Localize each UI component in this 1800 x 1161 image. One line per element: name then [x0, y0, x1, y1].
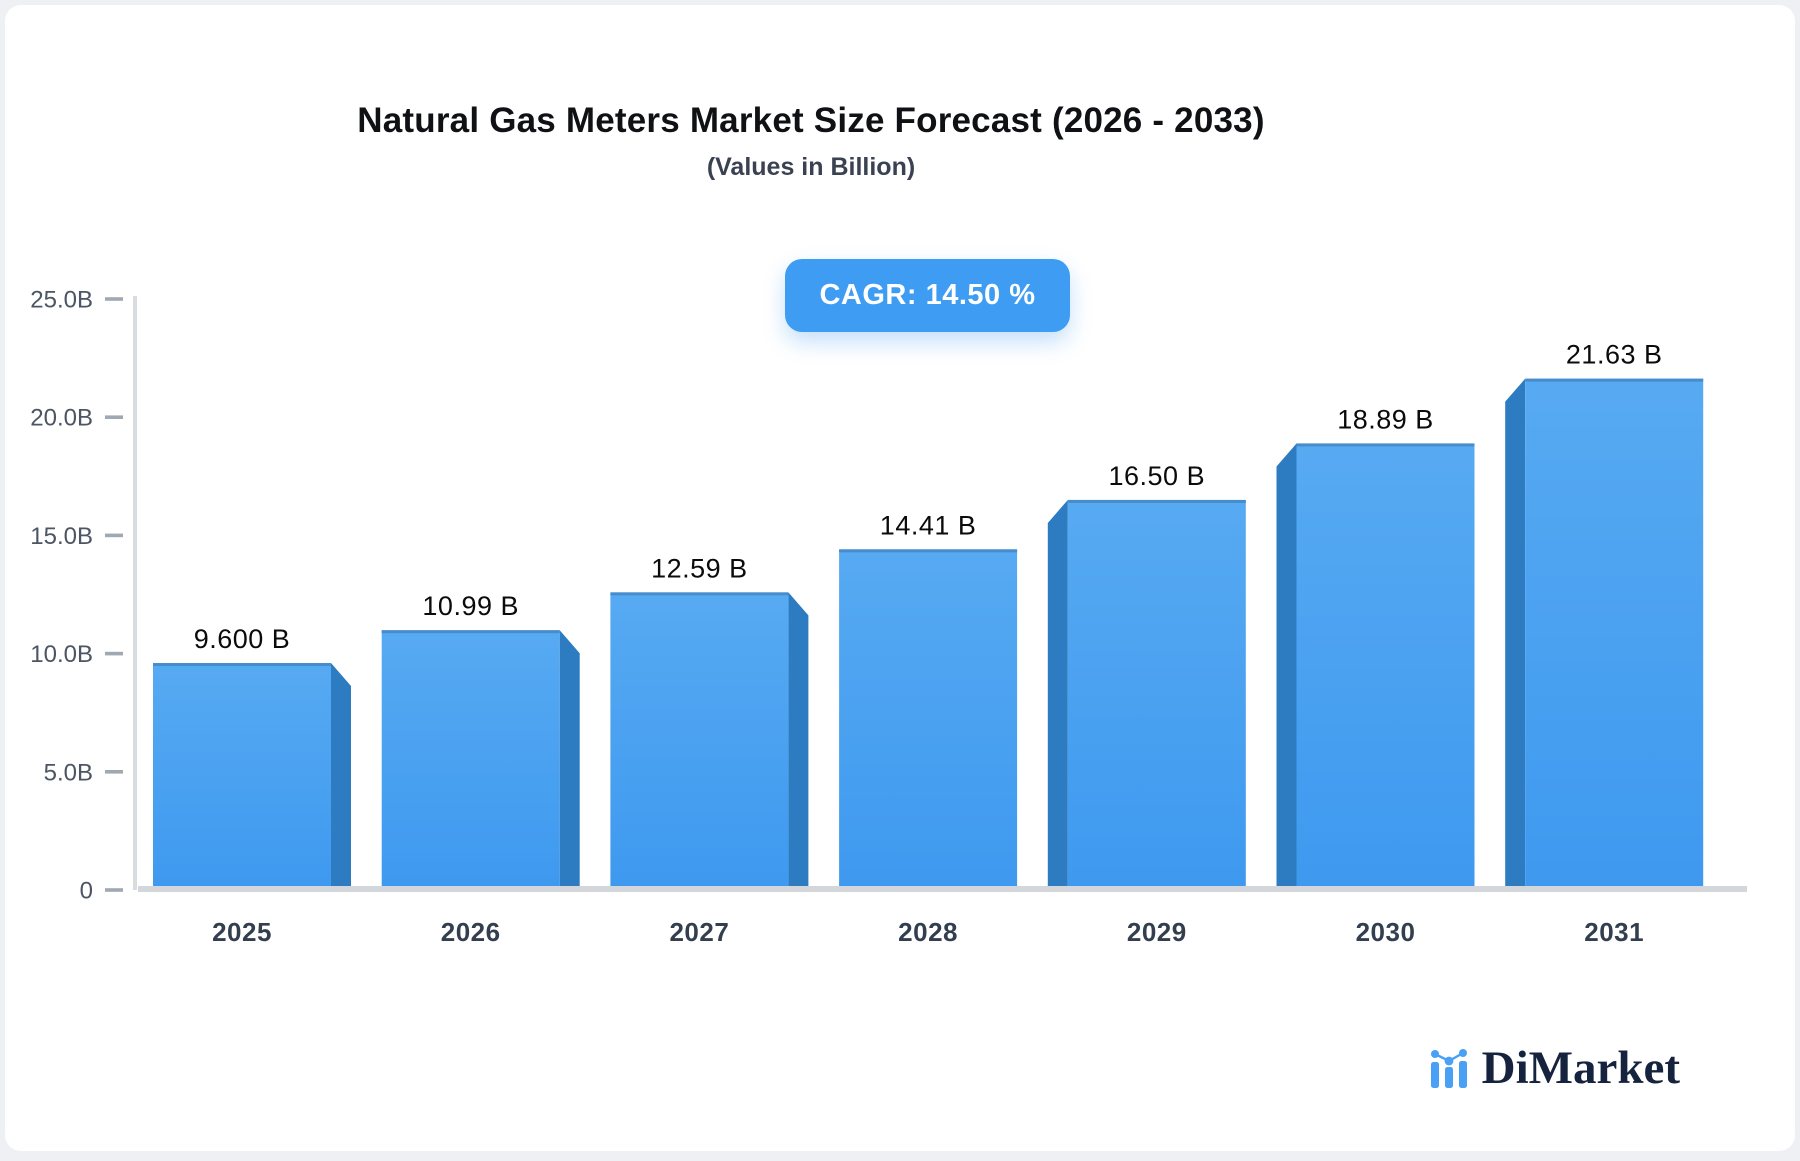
- bar-side-2029: [1047, 499, 1068, 889]
- y-tick-dash-5.0B: [105, 770, 123, 774]
- bar-value-label-2028: 14.41 B: [880, 510, 977, 540]
- bar-top-edge-2030: [1296, 443, 1475, 447]
- bar-value-label-2027: 12.59 B: [651, 553, 748, 583]
- bar-side-2027: [788, 592, 809, 889]
- bar-value-label-2031: 21.63 B: [1566, 340, 1663, 370]
- logo-dot-2: [1444, 1056, 1454, 1065]
- logo-dot-3: [1458, 1048, 1467, 1057]
- cagr-badge: CAGR: 14.50 %: [785, 259, 1070, 332]
- x-tick-label-2031: 2031: [1584, 917, 1644, 947]
- bar-2027[interactable]: [610, 592, 789, 889]
- y-tick-dash-0: [105, 888, 123, 892]
- x-tick-label-2029: 2029: [1127, 917, 1187, 947]
- chart-title: Natural Gas Meters Market Size Forecast …: [357, 101, 1265, 140]
- cagr-badge-label: CAGR: 14.50 %: [819, 279, 1036, 311]
- x-tick-label-2025: 2025: [212, 917, 272, 947]
- brand-logo-text: DiMarket: [1481, 1042, 1680, 1094]
- logo-bar-3: [1458, 1060, 1467, 1088]
- bar-value-label-2025: 9.600 B: [194, 624, 291, 654]
- y-tick-label-15.0B: 15.0B: [30, 523, 93, 550]
- bar-2031[interactable]: [1525, 378, 1704, 889]
- x-tick-label-2027: 2027: [669, 917, 729, 947]
- bar-side-2026: [559, 630, 580, 889]
- y-tick-dash-15.0B: [105, 533, 123, 538]
- brand-logo: DiMarket: [1427, 1045, 1680, 1092]
- bar-top-edge-2028: [839, 549, 1018, 553]
- bar-top-edge-2025: [153, 663, 331, 667]
- y-tick-label-0: 0: [80, 878, 93, 905]
- chart-card: Natural Gas Meters Market Size Forecast …: [5, 5, 1795, 1151]
- y-tick-dash-20.0B: [105, 415, 123, 419]
- bar-top-edge-2031: [1525, 378, 1704, 382]
- bar-2025[interactable]: [153, 663, 331, 889]
- y-tick-label-10.0B: 10.0B: [30, 641, 93, 668]
- bar-2030[interactable]: [1296, 443, 1475, 889]
- y-tick-label-25.0B: 25.0B: [30, 287, 93, 314]
- bar-side-2025: [331, 663, 351, 889]
- x-tick-label-2026: 2026: [441, 917, 501, 947]
- bar-side-2031: [1505, 378, 1526, 889]
- bar-2028[interactable]: [839, 549, 1018, 889]
- bar-top-edge-2026: [381, 630, 560, 634]
- logo-bar-2: [1444, 1066, 1453, 1088]
- bar-value-label-2030: 18.89 B: [1337, 404, 1434, 434]
- chart-subtitle: (Values in Billion): [706, 153, 916, 181]
- dimarket-logo-icon: [1430, 1048, 1467, 1088]
- bar-top-edge-2029: [1067, 499, 1246, 503]
- bar-2029[interactable]: [1067, 499, 1246, 889]
- logo-dot-1: [1430, 1049, 1439, 1058]
- x-axis-line: [138, 886, 1747, 892]
- y-axis-line: [133, 296, 137, 890]
- y-tick-label-20.0B: 20.0B: [30, 405, 93, 432]
- bar-side-2030: [1276, 443, 1297, 889]
- x-tick-label-2030: 2030: [1356, 917, 1416, 947]
- bar-top-edge-2027: [610, 592, 789, 596]
- bar-value-label-2029: 16.50 B: [1109, 461, 1206, 491]
- bar-2026[interactable]: [381, 630, 560, 889]
- logo-bar-1: [1430, 1061, 1439, 1088]
- y-tick-dash-25.0B: [105, 297, 123, 301]
- bar-chart-plot-area: 0 5.0B 10.0B 15.0B 20.0B 25.0B 9.600 B 2025 10.9…: [30, 287, 1747, 947]
- bar-value-label-2026: 10.99 B: [422, 591, 519, 621]
- x-tick-label-2028: 2028: [898, 917, 958, 947]
- y-tick-label-5.0B: 5.0B: [44, 759, 93, 786]
- y-tick-dash-10.0B: [105, 651, 123, 656]
